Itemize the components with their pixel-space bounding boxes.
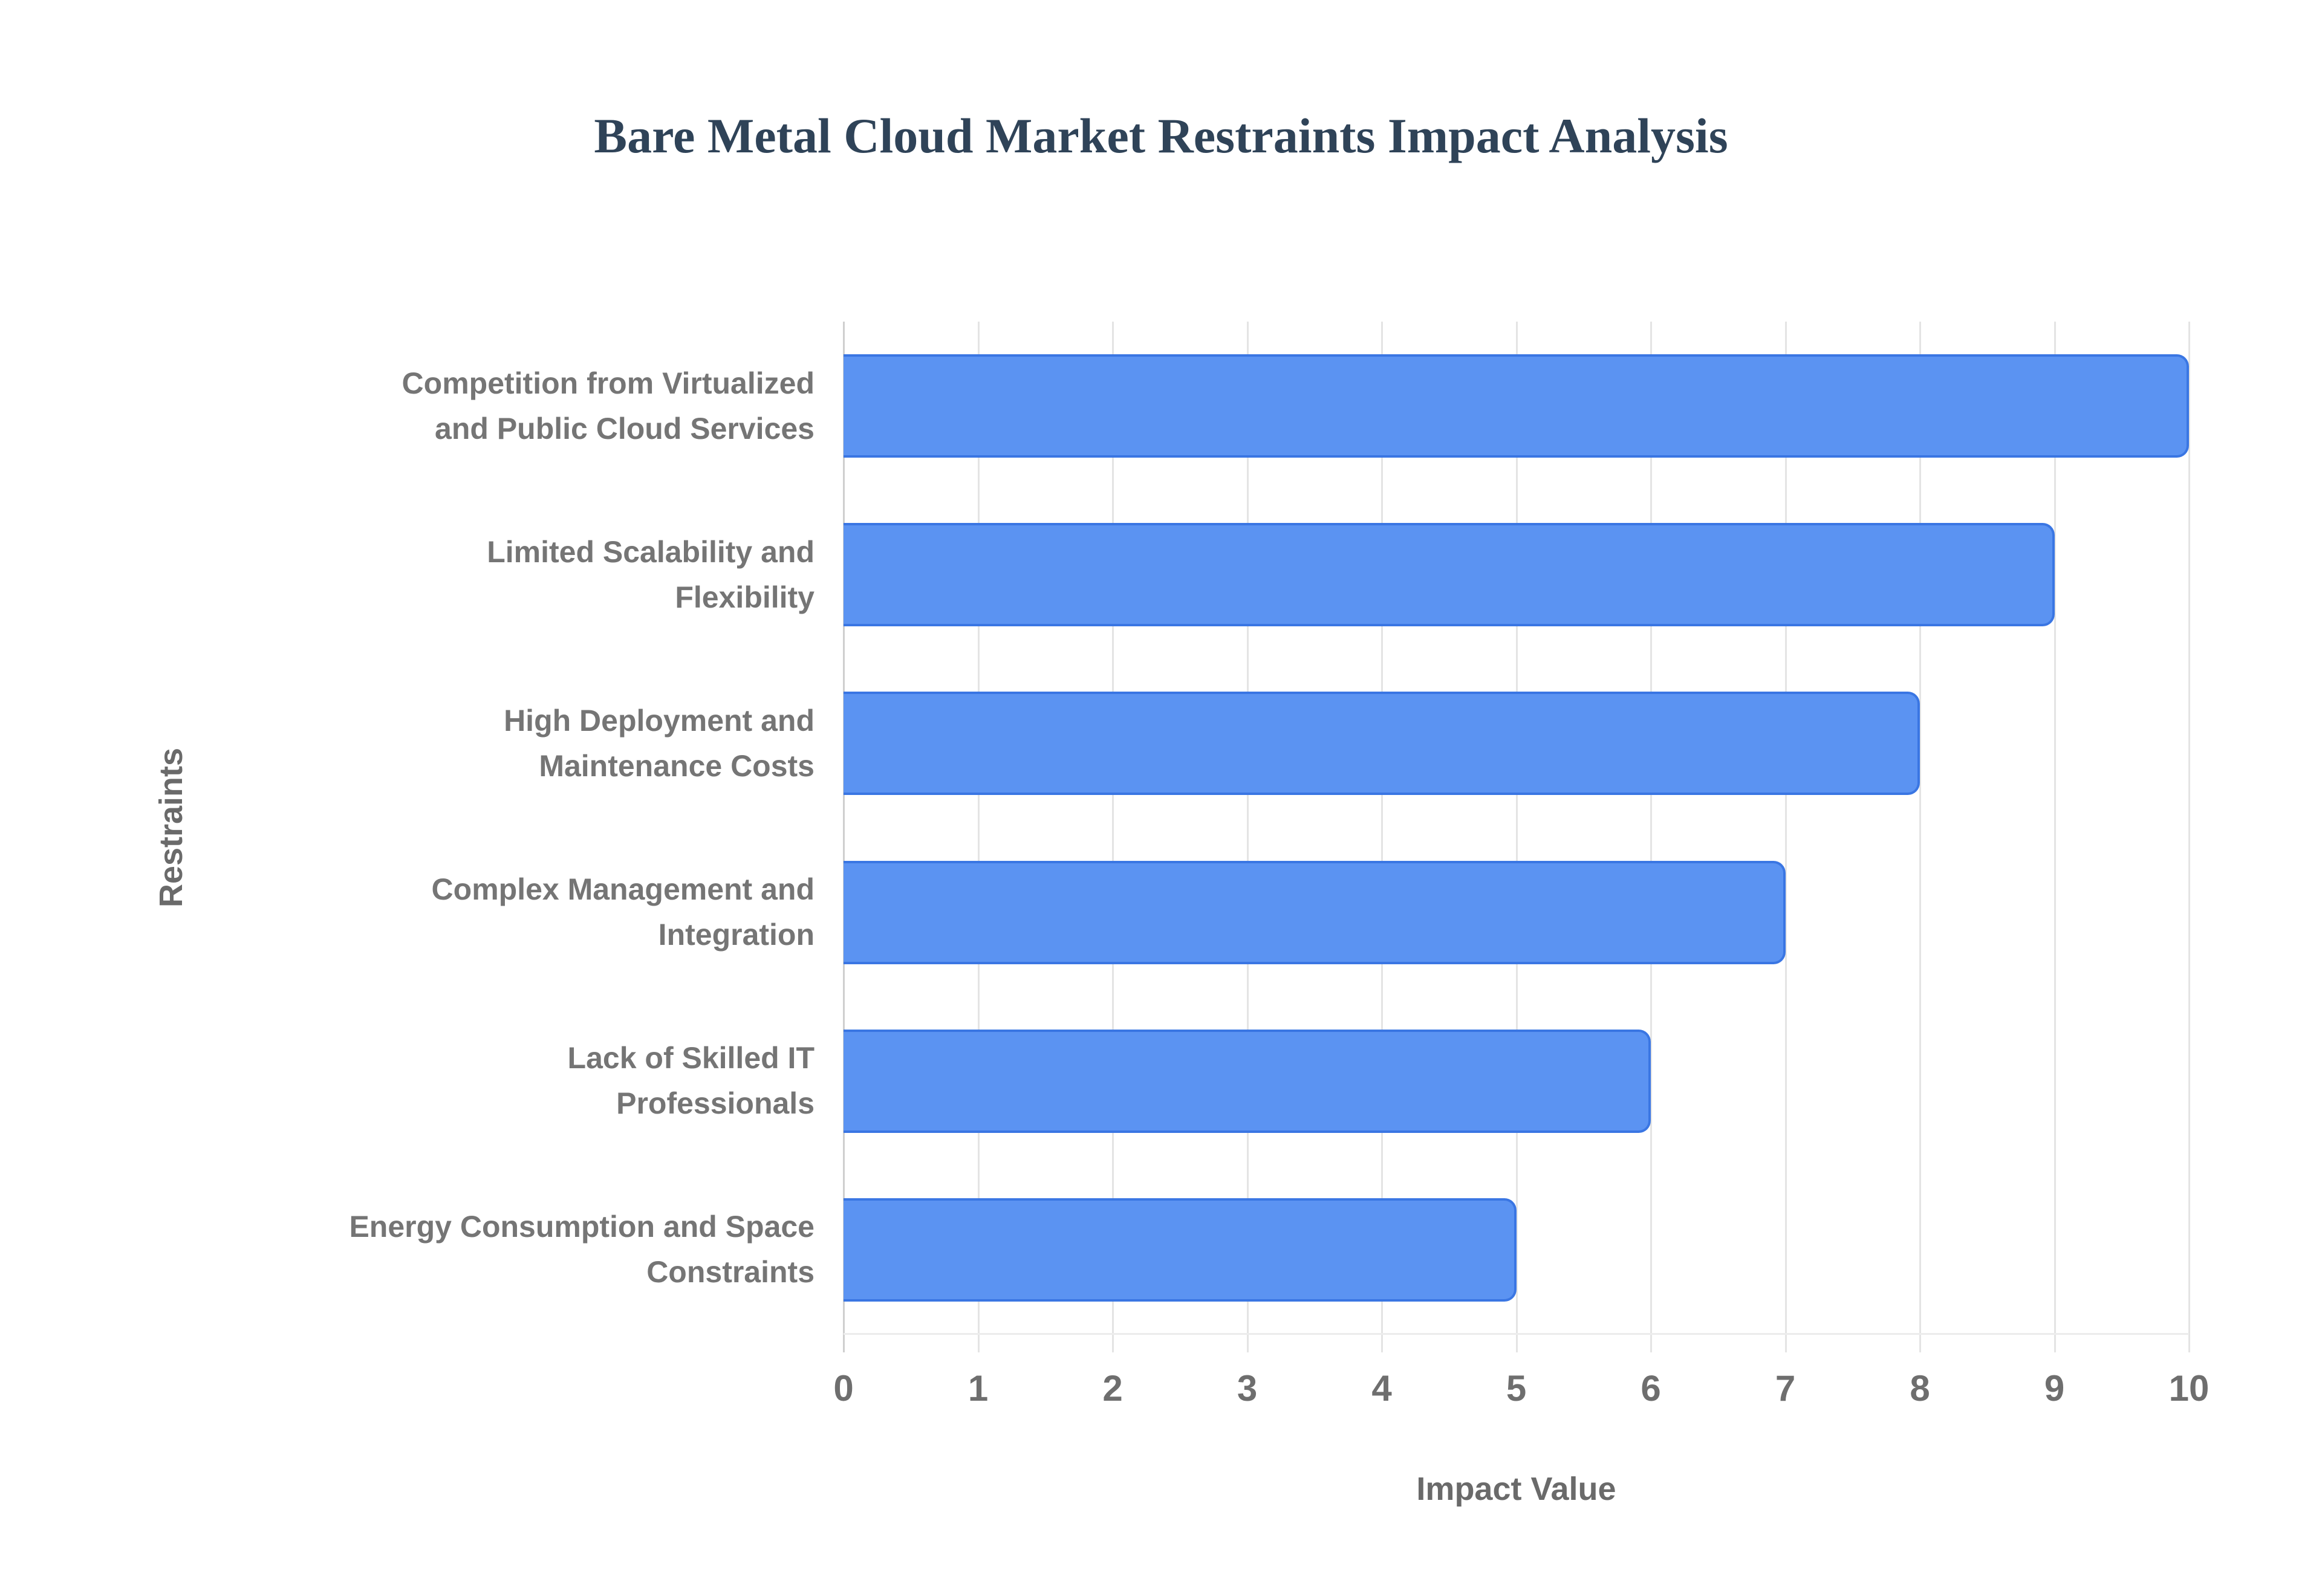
bar[interactable]: [844, 523, 2055, 627]
gridline: [977, 322, 980, 1352]
bar-row: [844, 1166, 2189, 1334]
x-tick-label: 3: [1237, 1368, 1258, 1409]
x-axis-title: Impact Value: [1416, 1471, 1616, 1507]
y-axis-line: [843, 322, 845, 1352]
gridline: [1112, 322, 1114, 1352]
x-tick-label: 5: [1506, 1368, 1527, 1409]
bar-row: [844, 490, 2189, 659]
category-label: Energy Consumption and Space Constraints: [349, 1210, 815, 1289]
gridline-layer: [843, 322, 2190, 1352]
x-tick-label: 8: [1910, 1368, 1930, 1409]
category-label-row: Competition from Virtualized and Public …: [0, 322, 815, 490]
bar[interactable]: [844, 1029, 1651, 1133]
x-tick-label: 2: [1102, 1368, 1123, 1409]
bar-row: [844, 997, 2189, 1166]
x-tick-label: 1: [968, 1368, 989, 1409]
gridline: [1381, 322, 1383, 1352]
bar[interactable]: [844, 860, 1786, 964]
x-axis-baseline: [844, 1333, 2189, 1335]
category-label: Complex Management and Integration: [431, 872, 815, 952]
plot-area: [843, 322, 2190, 1352]
category-labels: Competition from Virtualized and Public …: [0, 322, 815, 1334]
category-label-row: Energy Consumption and Space Constraints: [0, 1166, 815, 1334]
gridline: [1515, 322, 1518, 1352]
x-tick-label: 4: [1371, 1368, 1392, 1409]
gridline: [2188, 322, 2190, 1352]
category-label: Competition from Virtualized and Public …: [402, 366, 815, 446]
bar[interactable]: [844, 692, 1920, 796]
category-label-row: Lack of Skilled IT Professionals: [0, 997, 815, 1166]
chart-title: Bare Metal Cloud Market Restraints Impac…: [594, 108, 1728, 163]
category-label-row: Limited Scalability and Flexibility: [0, 490, 815, 659]
x-tick-label: 9: [2044, 1368, 2065, 1409]
x-tick-layer: 0 1 2 3 4 5 6 7 8 9 10: [833, 1367, 2209, 1422]
category-label: Lack of Skilled IT Professionals: [567, 1041, 815, 1121]
gridline: [1784, 322, 1787, 1352]
x-tick-label: 0: [833, 1368, 854, 1409]
category-label: High Deployment and Maintenance Costs: [504, 703, 815, 783]
x-tick-label: 7: [1775, 1368, 1796, 1409]
gridline: [1246, 322, 1249, 1352]
bar-row: [844, 322, 2189, 490]
gridline: [1919, 322, 1921, 1352]
bar-row: [844, 828, 2189, 997]
category-label-row: Complex Management and Integration: [0, 828, 815, 997]
gridline: [1650, 322, 1652, 1352]
bar[interactable]: [844, 1198, 1517, 1302]
category-label: Limited Scalability and Flexibility: [487, 534, 815, 614]
category-label-row: High Deployment and Maintenance Costs: [0, 659, 815, 828]
bar-row: [844, 659, 2189, 828]
bar-rows: [844, 322, 2189, 1334]
x-tick-label: 10: [2168, 1368, 2210, 1409]
bar[interactable]: [844, 354, 2189, 458]
gridline: [2054, 322, 2056, 1352]
x-tick-label: 6: [1641, 1368, 1661, 1409]
